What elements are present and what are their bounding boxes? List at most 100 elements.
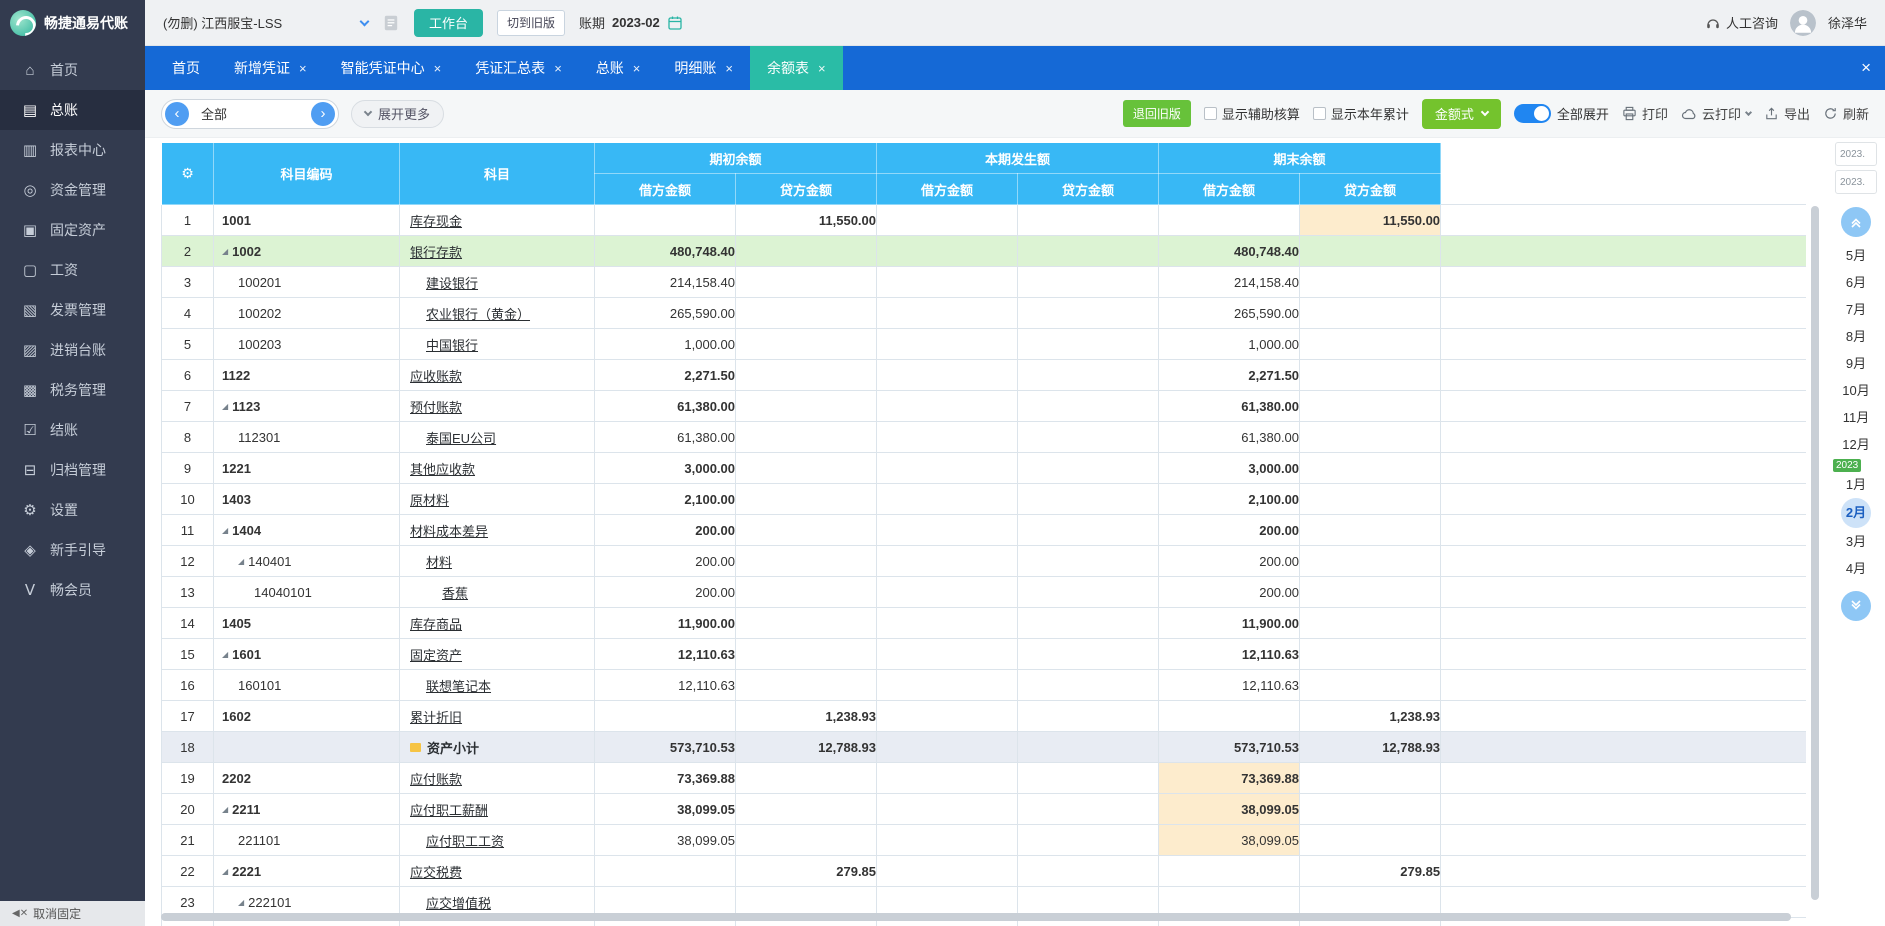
checkbox-icon[interactable] xyxy=(1312,107,1326,120)
expand-all-toggle[interactable]: 全部展开 xyxy=(1513,104,1609,123)
table-row[interactable]: 3 100201 建设银行 214,158.40 214,158.40 xyxy=(161,266,1806,298)
tab-6[interactable]: 明细账 × xyxy=(657,46,750,90)
expand-icon[interactable]: ◢ xyxy=(222,246,229,256)
month-7月[interactable]: 7月 xyxy=(1845,302,1867,317)
month-12月[interactable]: 12月 xyxy=(1842,437,1870,452)
cloud-print-button[interactable]: 云打印 xyxy=(1681,104,1753,123)
table-row[interactable]: 23 ◢ 222101 应交增值税 xyxy=(161,886,1806,918)
table-row[interactable]: 17 1602 累计折旧 1,238.93 1,238.93 xyxy=(161,700,1806,732)
expand-icon[interactable]: ◢ xyxy=(238,897,245,907)
month-8月[interactable]: 8月 xyxy=(1845,329,1867,344)
sidebar-item-5[interactable]: ▣ 固定资产 xyxy=(0,210,145,250)
sidebar-item-7[interactable]: ▧ 发票管理 xyxy=(0,290,145,330)
sidebar-item-3[interactable]: ▥ 报表中心 xyxy=(0,130,145,170)
month-3月[interactable]: 3月 xyxy=(1845,534,1867,549)
table-row[interactable]: 15 ◢ 1601 固定资产 12,110.63 12,110.63 xyxy=(161,638,1806,670)
subject-link[interactable]: 应交税费 xyxy=(410,864,463,880)
export-button[interactable]: 导出 xyxy=(1764,104,1810,123)
table-row[interactable]: 6 1122 应收账款 2,271.50 2,271.50 xyxy=(161,359,1806,391)
subject-link[interactable]: 农业银行（黄金） xyxy=(426,306,531,322)
subject-link[interactable]: 固定资产 xyxy=(410,647,463,663)
subject-link[interactable]: 应付账款 xyxy=(410,771,463,787)
tab-5[interactable]: 总账 × xyxy=(579,46,658,90)
tab-close-icon[interactable]: × xyxy=(299,60,307,76)
pinned-period[interactable]: 2023. xyxy=(1835,170,1877,194)
month-5月[interactable]: 5月 xyxy=(1845,248,1867,263)
scroll-down-button[interactable] xyxy=(1841,591,1871,621)
tab-7[interactable]: 余额表 × xyxy=(749,46,843,90)
gear-icon[interactable]: ⚙ xyxy=(181,165,194,181)
sidebar-item-12[interactable]: ⚙ 设置 xyxy=(0,490,145,530)
settings-column-header[interactable]: ⚙ xyxy=(161,142,214,205)
unpin-sidebar-button[interactable]: ◀✕ 取消固定 xyxy=(0,901,145,926)
period-display[interactable]: 账期 2023-02 xyxy=(579,13,683,32)
table-row[interactable]: 9 1221 其他应收款 3,000.00 3,000.00 xyxy=(161,452,1806,484)
pinned-period[interactable]: 2023. xyxy=(1835,142,1877,166)
table-row[interactable]: 1 1001 库存现金 11,550.00 11,550.00 xyxy=(161,204,1806,236)
sidebar-item-10[interactable]: ☑ 结账 xyxy=(0,410,145,450)
subject-link[interactable]: 中国银行 xyxy=(426,337,479,353)
month-6月[interactable]: 6月 xyxy=(1845,275,1867,290)
expand-icon[interactable]: ◢ xyxy=(222,866,229,876)
expand-icon[interactable]: ◢ xyxy=(222,525,229,535)
tab-close-icon[interactable]: × xyxy=(817,60,826,76)
table-row[interactable]: 13 14040101 香蕉 200.00 200.00 xyxy=(161,576,1806,608)
month-9月[interactable]: 9月 xyxy=(1845,356,1867,371)
tab-3[interactable]: 智能凭证中心 × xyxy=(324,46,459,90)
table-row[interactable]: 10 1403 原材料 2,100.00 2,100.00 xyxy=(161,483,1806,515)
sidebar-item-1[interactable]: ⌂ 首页 xyxy=(0,50,145,90)
subject-link[interactable]: 库存商品 xyxy=(410,616,463,632)
avatar[interactable] xyxy=(1789,9,1816,36)
subject-link[interactable]: 应付职工薪酬 xyxy=(410,802,489,818)
subject-link[interactable]: 建设银行 xyxy=(426,275,479,291)
subject-column-header[interactable]: 科目 xyxy=(399,142,595,205)
subject-link[interactable]: 累计折旧 xyxy=(410,709,463,725)
code-column-header[interactable]: 科目编码 xyxy=(213,142,400,205)
subject-link[interactable]: 应收账款 xyxy=(410,368,463,384)
expand-icon[interactable]: ◢ xyxy=(222,649,229,659)
amount-style-button[interactable]: 金额式 xyxy=(1421,98,1501,129)
sidebar-item-9[interactable]: ▩ 税务管理 xyxy=(0,370,145,410)
tab-close-icon[interactable]: × xyxy=(725,60,733,76)
support-link[interactable]: 人工咨询 xyxy=(1705,13,1778,32)
subject-link[interactable]: 应付职工工资 xyxy=(426,833,505,849)
expand-more-button[interactable]: 展开更多 xyxy=(351,99,445,128)
month-11月[interactable]: 11月 xyxy=(1842,410,1870,425)
toggle-switch[interactable] xyxy=(1513,104,1551,123)
tab-close-icon[interactable]: × xyxy=(554,60,562,76)
table-row[interactable]: 7 ◢ 1123 预付账款 61,380.00 61,380.00 xyxy=(161,390,1806,422)
tab-4[interactable]: 凭证汇总表 × xyxy=(458,46,579,90)
expand-icon[interactable]: ◢ xyxy=(238,556,245,566)
prev-arrow-icon[interactable]: ‹ xyxy=(165,101,189,126)
calendar-icon[interactable] xyxy=(667,15,683,31)
subject-link[interactable]: 香蕉 xyxy=(442,585,469,601)
vertical-scrollbar[interactable] xyxy=(1811,206,1819,900)
tab-2[interactable]: 新增凭证 × xyxy=(217,46,324,90)
table-row[interactable]: 5 100203 中国银行 1,000.00 1,000.00 xyxy=(161,328,1806,360)
workbench-button[interactable]: 工作台 xyxy=(414,8,484,37)
table-row[interactable]: 22 ◢ 2221 应交税费 279.85 279.85 xyxy=(161,855,1806,887)
back-to-old-button[interactable]: 退回旧版 xyxy=(1122,100,1191,127)
close-all-tabs-icon[interactable]: × xyxy=(1861,58,1871,77)
switch-old-version-button[interactable]: 切到旧版 xyxy=(497,9,566,36)
app-logo[interactable]: 畅捷通易代账 xyxy=(0,0,145,46)
notepad-icon[interactable] xyxy=(382,14,400,32)
sidebar-item-13[interactable]: ◈ 新手引导 xyxy=(0,530,145,570)
subject-link[interactable]: 其他应收款 xyxy=(410,461,476,477)
table-row[interactable]: 16 160101 联想笔记本 12,110.63 12,110.63 xyxy=(161,669,1806,701)
scroll-up-button[interactable] xyxy=(1841,207,1871,237)
subject-link[interactable]: 材料 xyxy=(426,554,453,570)
sidebar-item-6[interactable]: ▢ 工资 xyxy=(0,250,145,290)
subject-link[interactable]: 泰国EU公司 xyxy=(426,430,497,446)
table-row[interactable]: 8 112301 泰国EU公司 61,380.00 61,380.00 xyxy=(161,421,1806,453)
subject-link[interactable]: 预付账款 xyxy=(410,399,463,415)
table-row[interactable]: 20 ◢ 2211 应付职工薪酬 38,099.05 38,099.05 xyxy=(161,793,1806,825)
print-button[interactable]: 打印 xyxy=(1622,104,1668,123)
tab-close-icon[interactable]: × xyxy=(632,60,641,76)
sidebar-item-14[interactable]: Ⅴ 畅会员 xyxy=(0,570,145,610)
table-row[interactable]: 12 ◢ 140401 材料 200.00 200.00 xyxy=(161,545,1806,577)
subject-range-filter[interactable]: ‹ 全部 › xyxy=(161,98,339,129)
tab-1[interactable]: 首页 xyxy=(155,46,217,90)
subject-link[interactable]: 应交增值税 xyxy=(426,895,492,911)
sidebar-item-2[interactable]: ▤ 总账 xyxy=(0,90,145,130)
